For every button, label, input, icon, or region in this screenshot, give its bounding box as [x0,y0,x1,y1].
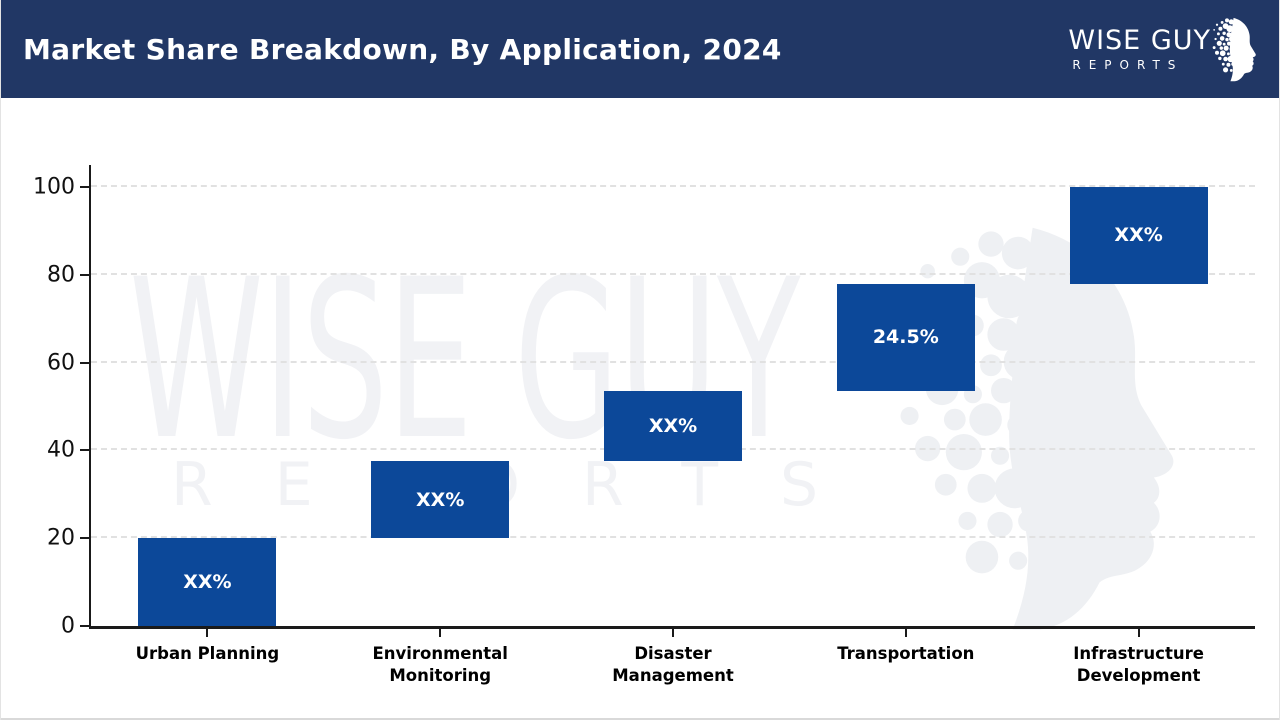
x-tick-mark [1137,629,1140,637]
y-tick-label: 60 [47,350,75,376]
face-logo-icon [1212,17,1256,82]
header-bar: Market Share Breakdown, By Application, … [1,0,1279,98]
brand-logo: WISE GUY REPORTS [1068,12,1257,86]
x-tick-mark [672,629,674,637]
x-tick-label: Disaster Management [612,644,734,686]
y-tick-mark [80,361,89,364]
chart-title: Market Share Breakdown, By Application, … [23,32,782,66]
x-tick-label: Transportation [837,644,975,663]
y-tick-mark [80,625,89,627]
bar-value-label: XX% [183,571,232,594]
y-tick-mark [80,185,89,188]
brand-logo-text: WISE GUY REPORTS [1068,27,1211,72]
x-tick-mark [206,629,209,637]
plot-area: 0 20 40 60 80 100 XX% Urban Planning XX% Environm… [33,165,1255,685]
y-tick-label: 80 [47,262,75,288]
y-tick-label: 0 [61,613,75,639]
brand-subtitle: REPORTS [1072,57,1184,72]
gridline [91,536,1255,539]
y-tick-mark [80,273,89,276]
bar: XX% [138,538,277,626]
y-tick-mark [80,449,89,452]
y-tick-label: 100 [33,174,75,200]
x-tick-label: Environmental Monitoring [372,644,508,686]
y-tick-label: 40 [47,437,75,463]
x-tick-label: Urban Planning [135,644,280,663]
y-tick-mark [80,537,89,540]
gridline [91,184,1255,187]
bar: XX% [371,461,510,539]
bottom-border-line [1,718,1279,720]
bar: XX% [604,391,742,462]
bar: XX% [1069,186,1208,284]
bar-value-label: 24.5% [872,326,939,349]
bar-value-label: XX% [648,415,698,438]
bar-value-label: XX% [416,488,465,511]
bar-value-label: XX% [1114,224,1163,247]
x-tick-mark [904,629,907,637]
x-tick-mark [439,629,442,637]
y-tick-label: 20 [47,525,75,551]
brand-name: WISE GUY [1068,24,1211,56]
bar: 24.5% [836,283,975,392]
gridline [91,272,1255,275]
x-tick-label: Infrastructure Development [1073,644,1204,686]
gridline [91,360,1255,363]
